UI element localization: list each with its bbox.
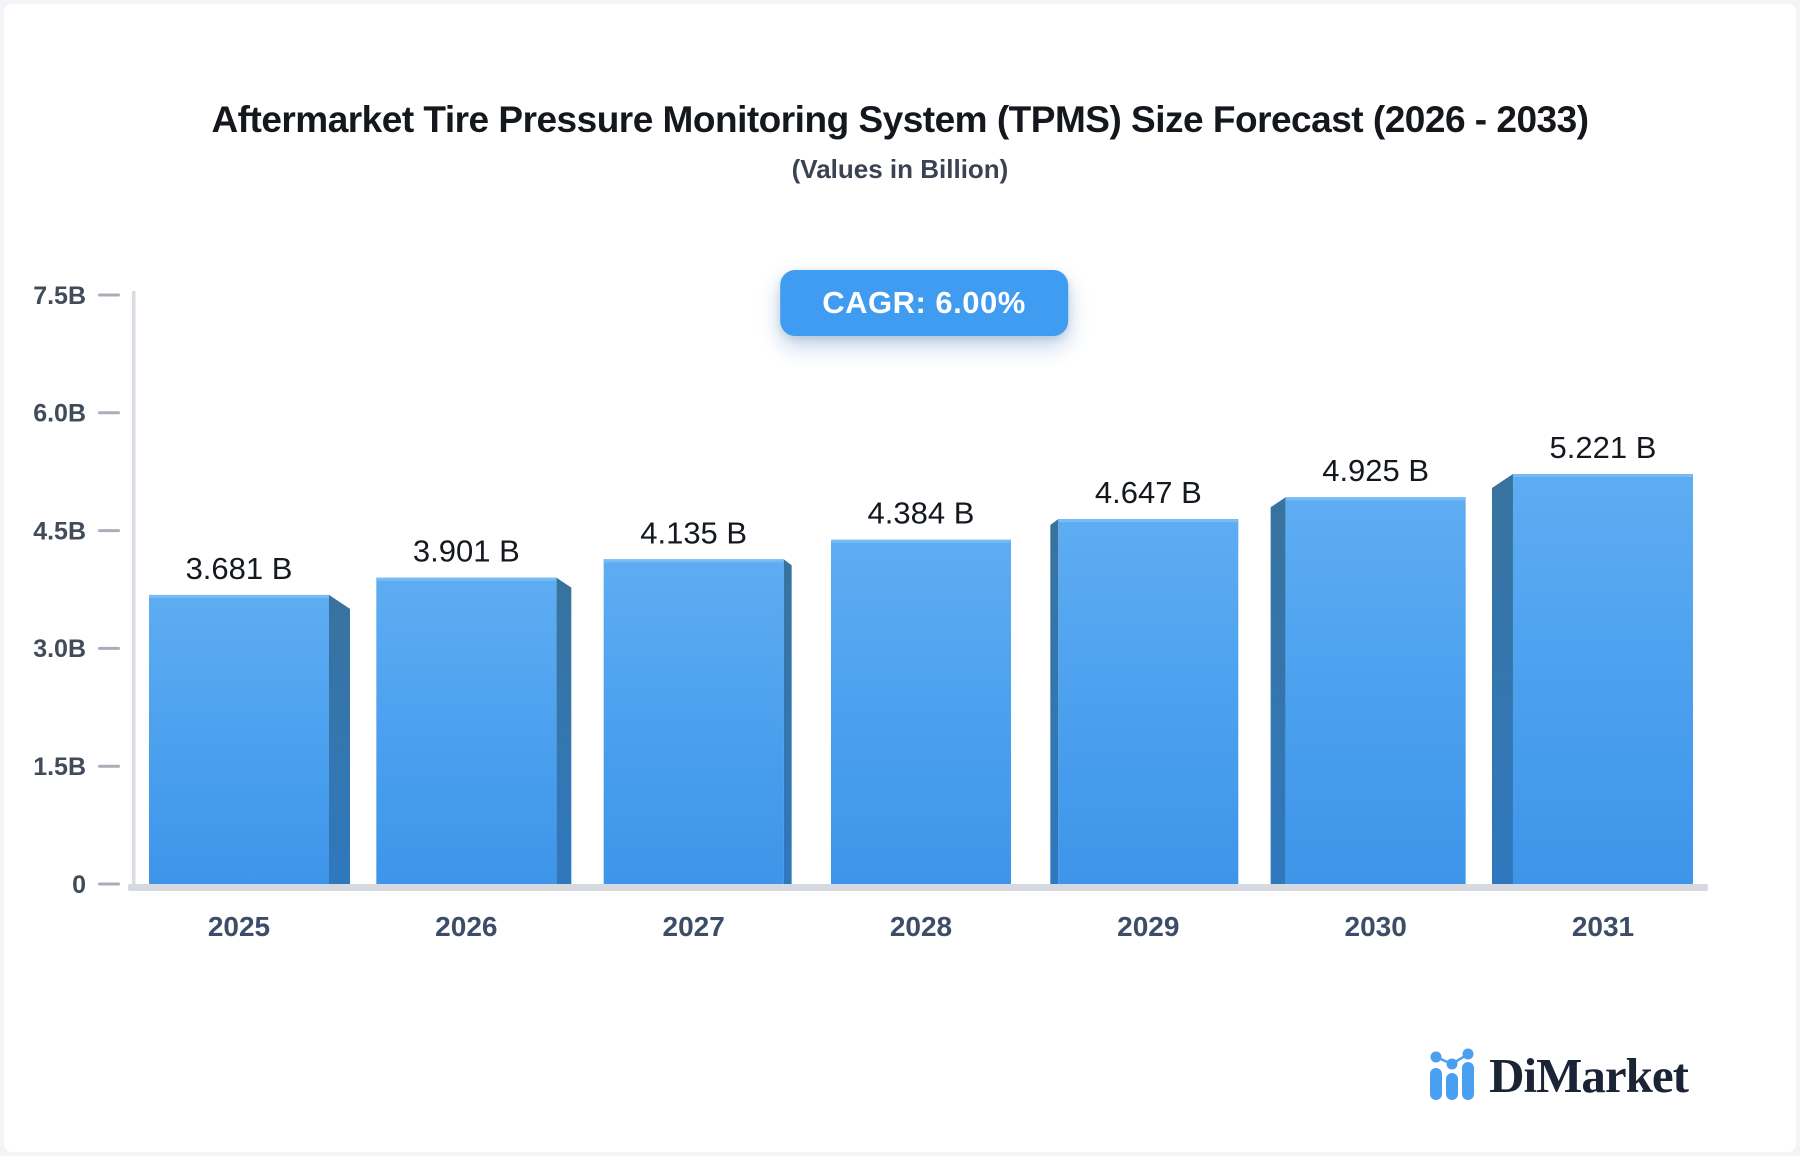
- bar-front-face: [603, 559, 784, 884]
- bar-side-face: [556, 577, 572, 884]
- y-tick-label: 1.5B: [33, 753, 86, 781]
- y-axis-line: [132, 291, 136, 884]
- brand-name: DiMarket: [1489, 1048, 1689, 1103]
- bar-value-label: 3.681 B: [186, 551, 293, 586]
- bar-top-highlight: [149, 594, 329, 598]
- y-tick-mark: [98, 411, 120, 415]
- bar-value-label: 4.647 B: [1095, 475, 1202, 510]
- brand-logo: DiMarket: [1428, 1044, 1689, 1103]
- bar-front-face: [830, 539, 1011, 884]
- x-axis-label: 2031: [1572, 911, 1634, 942]
- bar-side-face: [1050, 519, 1059, 884]
- chart-subtitle: (Values in Billion): [791, 154, 1009, 184]
- y-tick-mark: [98, 882, 120, 886]
- x-axis-label: 2028: [890, 911, 952, 942]
- bar-2030: 4.925 B 2030: [1270, 453, 1466, 942]
- bar-2031: 5.221 B 2031: [1491, 430, 1693, 942]
- bar-top-highlight: [1058, 519, 1239, 523]
- bar-side-face: [1491, 473, 1513, 884]
- bar-top-highlight: [1285, 497, 1466, 501]
- y-tick-mark: [98, 529, 120, 533]
- bar-2026: 3.901 B 2026: [376, 534, 572, 942]
- bar-side-face: [1270, 497, 1286, 884]
- bar-2029: 4.647 B 2029: [1050, 475, 1239, 942]
- y-tick-label: 3.0B: [33, 635, 86, 663]
- bar-value-label: 4.384 B: [868, 496, 975, 531]
- bar-2027: 4.135 B 2027: [603, 515, 792, 942]
- bar-side-face: [783, 559, 792, 884]
- bar-chart: 0 1.5B 3.0B 4.5B 6.0B 7.5B 3.681 B 2025 3.901 B 2…: [33, 282, 1708, 942]
- bar-top-highlight: [1512, 473, 1693, 477]
- chart-title: Aftermarket Tire Pressure Monitoring Sys…: [211, 99, 1589, 140]
- y-tick-mark: [98, 646, 120, 650]
- bar-front-face: [1285, 497, 1466, 884]
- y-tick-mark: [98, 293, 120, 297]
- bar-top-highlight: [830, 539, 1011, 543]
- cagr-badge: CAGR: 6.00%: [780, 270, 1068, 336]
- bar-value-label: 5.221 B: [1550, 430, 1657, 465]
- y-tick-label: 6.0B: [33, 400, 86, 428]
- x-axis-baseline: [128, 884, 1708, 891]
- x-axis-label: 2025: [208, 911, 270, 942]
- x-axis-label: 2027: [663, 911, 725, 942]
- bar-front-face: [376, 577, 557, 884]
- bar-2028: 4.384 B 2028: [830, 496, 1011, 942]
- y-tick-label: 4.5B: [33, 517, 86, 545]
- bar-top-highlight: [603, 559, 784, 563]
- bar-value-label: 4.925 B: [1322, 453, 1429, 488]
- x-axis-label: 2029: [1117, 911, 1179, 942]
- bar-front-face: [1058, 519, 1239, 884]
- bar-front-face: [1512, 473, 1693, 884]
- y-tick-label: 0: [72, 871, 86, 899]
- bar-value-label: 3.901 B: [413, 534, 520, 569]
- y-tick-label: 7.5B: [33, 282, 86, 310]
- bar-top-highlight: [376, 577, 557, 581]
- bar-2025: 3.681 B 2025: [149, 551, 350, 942]
- y-tick-mark: [98, 764, 120, 768]
- x-axis-label: 2026: [435, 911, 497, 942]
- chart-card: Aftermarket Tire Pressure Monitoring Sys…: [4, 4, 1796, 1152]
- bar-side-face: [329, 594, 350, 884]
- bar-front-face: [149, 594, 329, 884]
- x-axis-label: 2030: [1345, 911, 1407, 942]
- bar-chart-with-dots-icon: [1430, 1048, 1475, 1100]
- bar-value-label: 4.135 B: [640, 515, 747, 550]
